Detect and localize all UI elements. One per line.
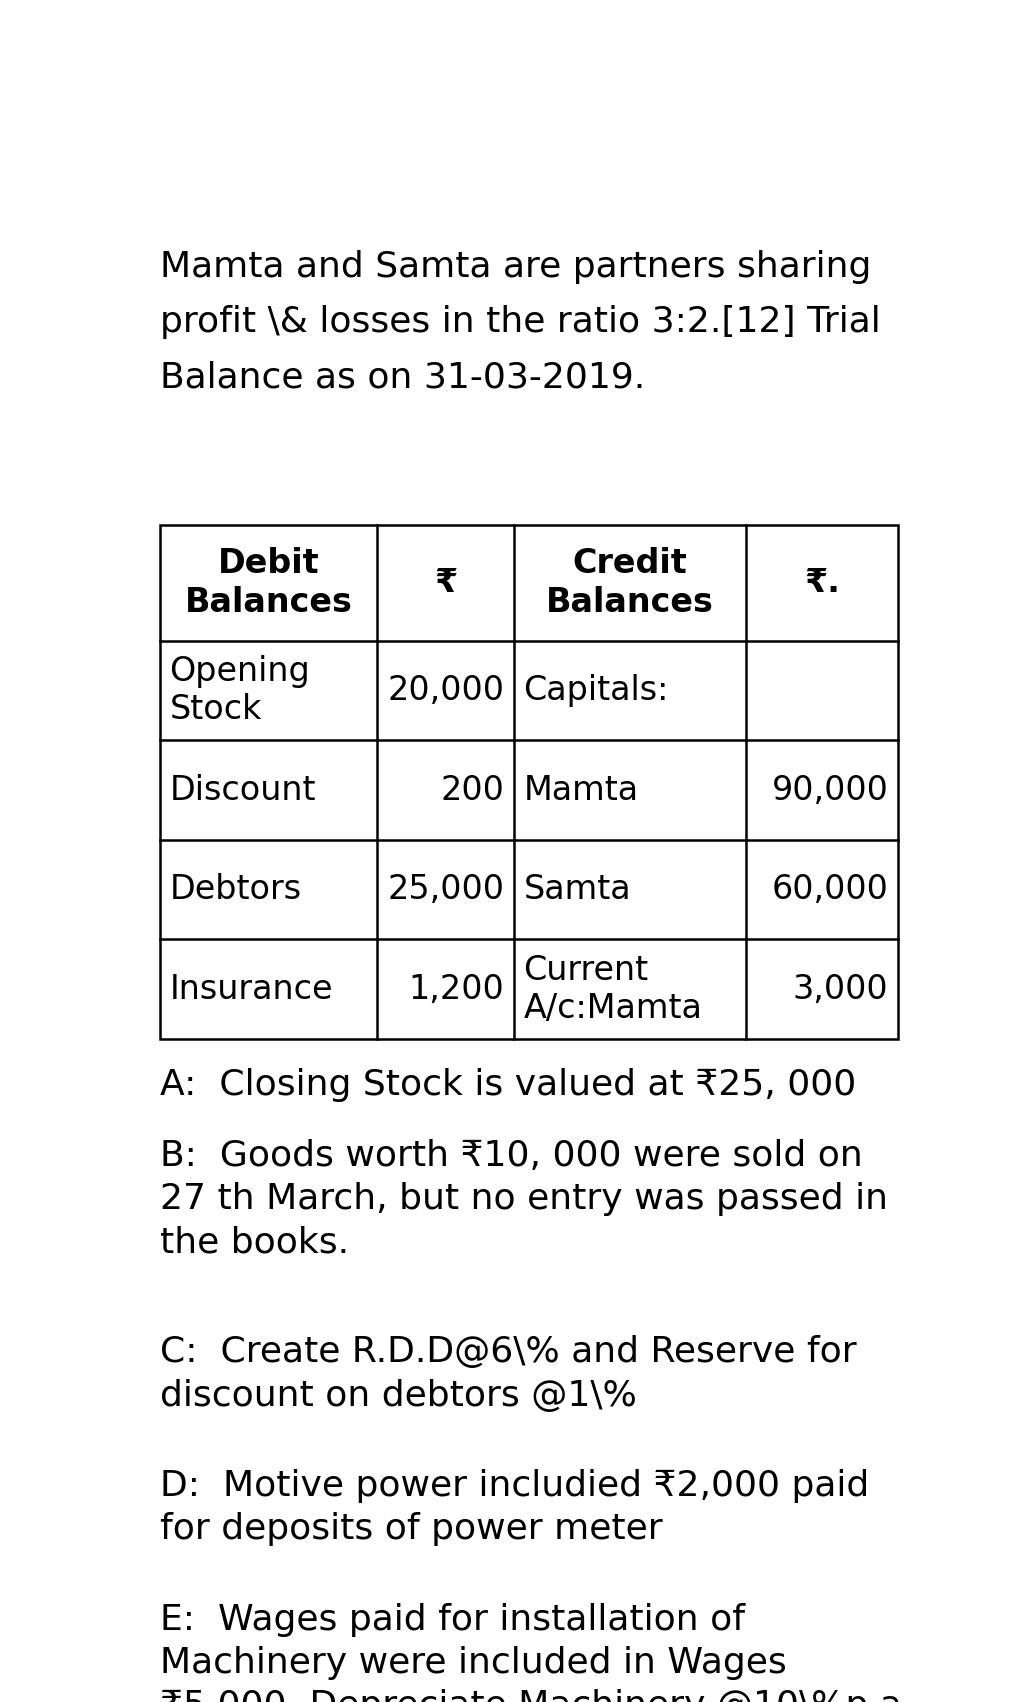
Text: Insurance: Insurance — [169, 974, 333, 1006]
Text: Current
A/c:Mamta: Current A/c:Mamta — [523, 953, 702, 1025]
Text: Samta: Samta — [523, 873, 631, 905]
Text: Debit
Balances: Debit Balances — [184, 548, 352, 618]
Text: profit \& losses in the ratio 3:2.[12] Trial: profit \& losses in the ratio 3:2.[12] T… — [160, 305, 881, 339]
Text: D:  Motive power includied ₹2,000 paid
for deposits of power meter: D: Motive power includied ₹2,000 paid fo… — [160, 1469, 869, 1547]
Text: Credit
Balances: Credit Balances — [547, 548, 714, 618]
Text: 90,000: 90,000 — [771, 773, 888, 807]
Bar — [160, 526, 898, 1038]
Text: Opening
Stock: Opening Stock — [169, 655, 310, 727]
Text: Debtors: Debtors — [169, 873, 301, 905]
Text: 3,000: 3,000 — [793, 974, 888, 1006]
Text: A:  Closing Stock is valued at ₹25, 000: A: Closing Stock is valued at ₹25, 000 — [160, 1067, 856, 1101]
Text: C:  Create R.D.D@6\% and Reserve for
discount on debtors @1\%: C: Create R.D.D@6\% and Reserve for disc… — [160, 1336, 856, 1413]
Text: Mamta and Samta are partners sharing: Mamta and Samta are partners sharing — [160, 250, 871, 284]
Text: 1,200: 1,200 — [409, 974, 505, 1006]
Text: Discount: Discount — [169, 773, 315, 807]
Text: Balance as on 31-03-2019.: Balance as on 31-03-2019. — [160, 361, 645, 395]
Text: 20,000: 20,000 — [387, 674, 505, 706]
Text: 25,000: 25,000 — [387, 873, 505, 905]
Text: ₹: ₹ — [434, 567, 458, 599]
Text: E:  Wages paid for installation of
Machinery were included in Wages
₹5,000. Depr: E: Wages paid for installation of Machin… — [160, 1603, 913, 1702]
Text: Mamta: Mamta — [523, 773, 639, 807]
Text: 60,000: 60,000 — [771, 873, 888, 905]
Text: 200: 200 — [440, 773, 505, 807]
Text: B:  Goods worth ₹10, 000 were sold on
27 th March, but no entry was passed in
th: B: Goods worth ₹10, 000 were sold on 27 … — [160, 1139, 888, 1259]
Text: ₹.: ₹. — [804, 567, 840, 599]
Text: Capitals:: Capitals: — [523, 674, 669, 706]
